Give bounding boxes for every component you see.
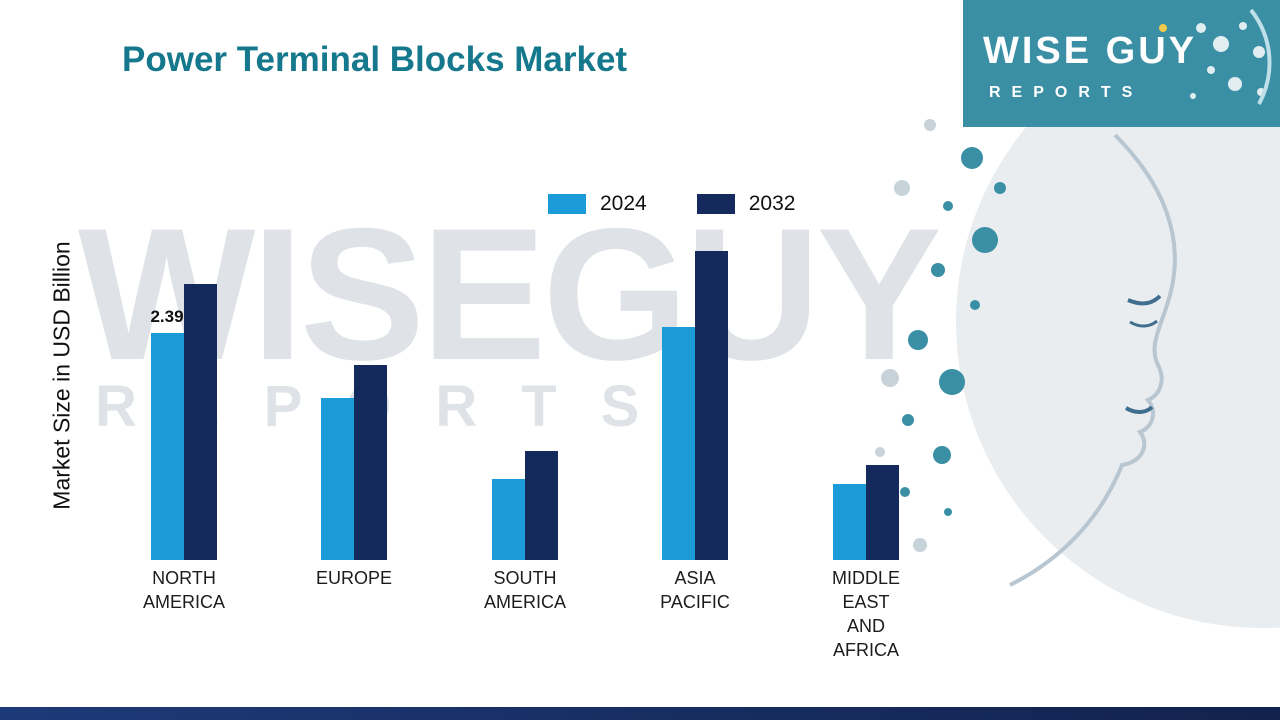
bar-2032-north-america	[184, 284, 217, 560]
footer-accent-bar	[0, 707, 1280, 720]
bar-2032-europe	[354, 365, 387, 560]
logo-face-art	[1190, 8, 1272, 105]
logo-subtitle-text: REPORTS	[989, 84, 1144, 101]
bar-2032-asia-pacific	[695, 251, 728, 560]
legend-item-2024: 2024	[548, 192, 647, 216]
legend-swatch-2024	[548, 194, 586, 214]
logo-title-text: WISE GUY	[983, 30, 1198, 72]
teal-dot-cluster	[900, 147, 1006, 516]
face-eye-line	[1129, 319, 1158, 328]
background-circle	[956, 16, 1280, 628]
gray-dot-cluster	[875, 119, 936, 552]
chart-title: Power Terminal Blocks Market	[122, 40, 628, 79]
face-eyebrow-line	[1127, 294, 1162, 306]
legend-label-2024: 2024	[600, 192, 647, 215]
bar-2024-asia-pacific	[662, 327, 695, 560]
legend-label-2032: 2032	[748, 192, 796, 215]
bar-value-label: 2.39	[150, 307, 184, 326]
bar-2032-south-america	[525, 451, 558, 560]
bar-2024-europe	[321, 398, 354, 560]
bar-2024-south-america	[492, 479, 525, 560]
category-label: ASIA PACIFIC	[660, 568, 730, 612]
bar-2024-middle-east-and-africa	[833, 484, 866, 560]
logo-accent-dot	[1159, 24, 1167, 32]
bar-2024-north-america	[151, 333, 184, 560]
face-lips-line	[1124, 405, 1154, 414]
bar-2032-middle-east-and-africa	[866, 465, 899, 560]
category-label: MIDDLE EAST AND AFRICA	[831, 568, 900, 660]
legend-swatch-2032	[696, 194, 735, 214]
category-label: NORTH AMERICA	[142, 568, 225, 612]
wiseguy-reports-logo: WISE GUY REPORTS	[963, 0, 1280, 127]
category-label: EUROPE	[315, 568, 393, 588]
legend-item-2032: 2032	[696, 192, 796, 216]
chart-legend: 2024 2032	[548, 192, 795, 216]
watermark-wiseguy: WISEGUY	[78, 189, 942, 399]
category-label: SOUTH AMERICA	[483, 568, 566, 612]
face-profile-line	[1009, 133, 1177, 587]
